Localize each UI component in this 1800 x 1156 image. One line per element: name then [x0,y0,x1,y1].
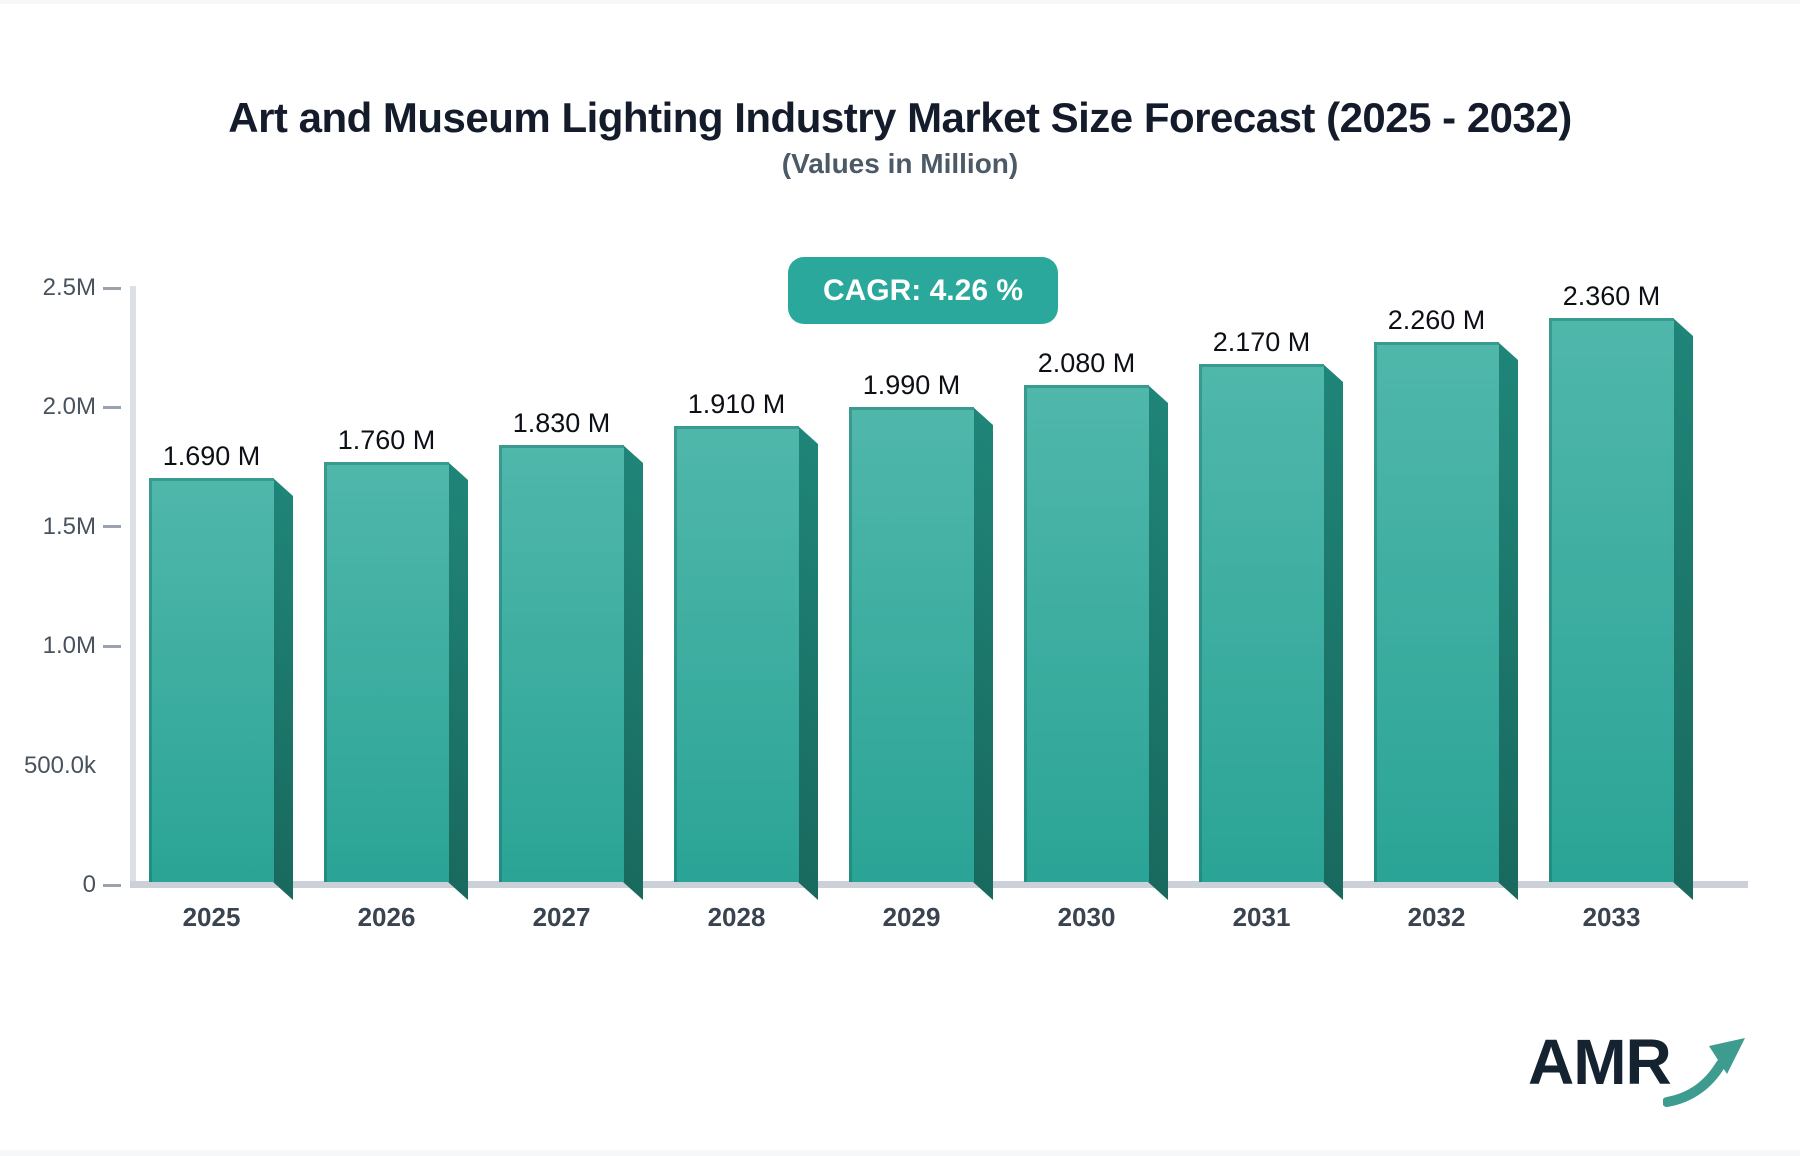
bottom-edge-strip [0,1150,1800,1156]
bar-side-face-2029 [973,406,993,900]
bar-side-face-2028 [798,425,818,900]
bar-side-face-2027 [623,444,643,900]
bar-value-label-2028: 1.910 M [687,388,786,419]
y-tick-label-2.0M: 2.0M [42,393,96,421]
x-tick-label-2028: 2028 [707,902,766,932]
bar-value-label-2029: 1.990 M [862,369,961,400]
bar-2031[interactable] [1199,363,1324,882]
growth-arrow-icon [1662,1038,1745,1107]
bar-value-label-2030: 2.080 M [1037,348,1136,379]
y-tick-mark [103,405,121,409]
y-tick-label-0: 0 [82,871,96,898]
bar-side-face-2032 [1498,342,1518,900]
x-tick-label-2026: 2026 [357,902,416,932]
bar-value-label-2026: 1.760 M [337,424,436,455]
y-axis-line [130,286,136,884]
y-tick-label-2.5M: 2.5M [42,274,96,301]
bar-side-face-2025 [273,478,293,900]
x-tick-label-2030: 2030 [1057,902,1116,932]
brand-logo: AMR [1528,1022,1747,1110]
bar-side-face-2026 [448,461,468,900]
y-tick-label-1.5M: 1.5M [42,512,96,540]
bar-value-label-2032: 2.260 M [1387,305,1486,336]
y-tick-label-500.0k: 500.0k [23,751,96,779]
bar-side-face-2033 [1673,318,1693,900]
y-tick-mark [103,644,121,648]
x-tick-label-2032: 2032 [1407,902,1466,932]
bar-2025[interactable] [149,478,274,882]
bar-2028[interactable] [674,425,799,882]
x-tick-label-2025: 2025 [182,902,241,932]
bar-side-face-2031 [1323,363,1343,900]
bar-value-label-2027: 1.830 M [512,407,611,438]
bar-2029[interactable] [849,406,974,882]
cagr-badge: CAGR: 4.26 % [788,257,1058,324]
y-tick-mark [103,525,121,529]
bar-2027[interactable] [499,444,624,882]
bar-side-face-2030 [1148,385,1168,900]
chart-title: Art and Museum Lighting Industry Market … [228,94,1572,141]
y-tick-mark [103,286,121,290]
bar-value-label-2025: 1.690 M [162,441,261,472]
x-tick-label-2031: 2031 [1232,902,1291,932]
bar-2030[interactable] [1024,385,1149,882]
bar-2026[interactable] [324,461,449,882]
x-tick-label-2027: 2027 [532,902,591,932]
bar-value-label-2033: 2.360 M [1562,281,1661,312]
bar-2032[interactable] [1374,342,1499,882]
bar-value-label-2031: 2.170 M [1212,326,1311,357]
x-tick-label-2033: 2033 [1582,902,1641,932]
brand-logo-text: AMR [1528,1026,1672,1098]
x-axis-line [130,881,1748,888]
y-tick-mark [103,883,121,887]
cagr-badge-label: CAGR: 4.26 % [822,273,1024,307]
chart-subtitle: (Values in Million) [781,148,1019,179]
x-tick-label-2029: 2029 [882,902,941,932]
bar-2033[interactable] [1549,318,1674,882]
y-tick-label-1.0M: 1.0M [42,632,96,660]
top-edge-strip [0,0,1800,4]
